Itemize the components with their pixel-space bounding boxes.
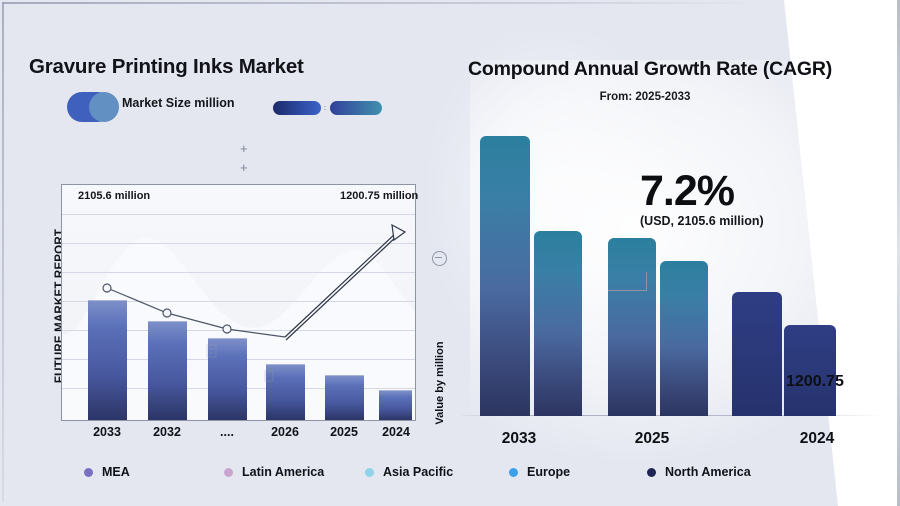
cagr-bar-chart — [462, 120, 882, 424]
annotation-min-value: 1200.75 million — [340, 190, 419, 202]
cagr-period: From: 2025-2033 — [599, 91, 691, 103]
cagr-x-label-2033: 2033 — [501, 430, 537, 447]
bar-2026 — [266, 364, 305, 420]
bar-2024-b — [784, 325, 836, 416]
region-legend: MEA Latin America Asia Pacific Europe No… — [84, 465, 814, 485]
bar-data-label-2024: 1200.75 — [786, 373, 844, 390]
x-label-2024: 2024 — [382, 425, 410, 439]
trend-line-and-arrow — [102, 223, 407, 341]
two-overlapping-circles-logo — [67, 92, 119, 122]
watermark-glyphs — [206, 344, 274, 382]
x-label-2032: 2032 — [153, 425, 181, 439]
bar-2024-a — [732, 292, 782, 416]
bar-2033-b — [534, 231, 582, 416]
bar-2033-a — [480, 136, 530, 416]
y-axis-label-right: Value by million — [434, 341, 446, 425]
x-label-2033: 2033 — [93, 425, 121, 439]
bar-2025 — [325, 375, 364, 420]
x-label-ellipsis: .... — [220, 425, 234, 439]
minus-circle-icon — [432, 251, 447, 266]
cagr-value-note: (USD, 2105.6 million) — [640, 214, 764, 228]
legend-item-mea[interactable]: MEA — [84, 465, 130, 479]
bar-2033 — [88, 300, 127, 420]
cagr-x-label-2025: 2025 — [634, 430, 670, 447]
x-label-2026: 2026 — [271, 425, 299, 439]
panel-top-border — [2, 2, 762, 4]
market-size-legend-label: Market Size million — [122, 96, 235, 110]
legend-label: North America — [665, 465, 751, 479]
legend-item-north-america[interactable]: North America — [647, 465, 751, 479]
legend-dot-icon — [647, 467, 656, 477]
bar-2024 — [379, 390, 412, 420]
pill-separator: : — [324, 105, 326, 112]
plus-icon-2: + — [240, 160, 248, 175]
legend-dot-icon — [365, 467, 374, 477]
left-chart-x-axis: 2033 2032 .... 2026 2025 2024 — [61, 425, 416, 447]
page-title: Gravure Printing Inks Market — [29, 55, 304, 78]
right-chart-x-axis: 2033 2025 2024 — [462, 430, 882, 454]
plus-icon-1: + — [240, 141, 248, 156]
legend-dot-icon — [84, 467, 93, 477]
bar-2025-b — [660, 261, 708, 416]
market-size-bar-chart — [61, 184, 416, 421]
bar-2032 — [148, 321, 187, 420]
legend-label: Asia Pacific — [383, 465, 454, 479]
legend-label: MEA — [102, 465, 130, 479]
corner-bracket-decoration — [608, 272, 647, 291]
legend-item-europe[interactable]: Europe — [509, 465, 570, 479]
cagr-title: Compound Annual Growth Rate (CAGR) — [468, 58, 833, 80]
pill-badge-primary — [273, 101, 321, 115]
x-label-2025: 2025 — [330, 425, 358, 439]
panel-left-border — [2, 2, 4, 502]
legend-dot-icon — [224, 467, 233, 477]
legend-label: Europe — [527, 465, 571, 479]
legend-item-latin-america[interactable]: Latin America — [224, 465, 324, 479]
pill-badge-secondary — [330, 101, 382, 115]
bar-2025-a — [608, 238, 656, 416]
bar-dots — [208, 338, 247, 420]
cagr-x-label-2024: 2024 — [799, 430, 835, 447]
annotation-max-value: 2105.6 million — [78, 190, 151, 202]
cagr-value: 7.2% — [640, 167, 735, 215]
legend-item-asia-pacific[interactable]: Asia Pacific — [365, 465, 453, 479]
legend-dot-icon — [509, 467, 518, 477]
legend-label: Latin America — [242, 465, 325, 479]
